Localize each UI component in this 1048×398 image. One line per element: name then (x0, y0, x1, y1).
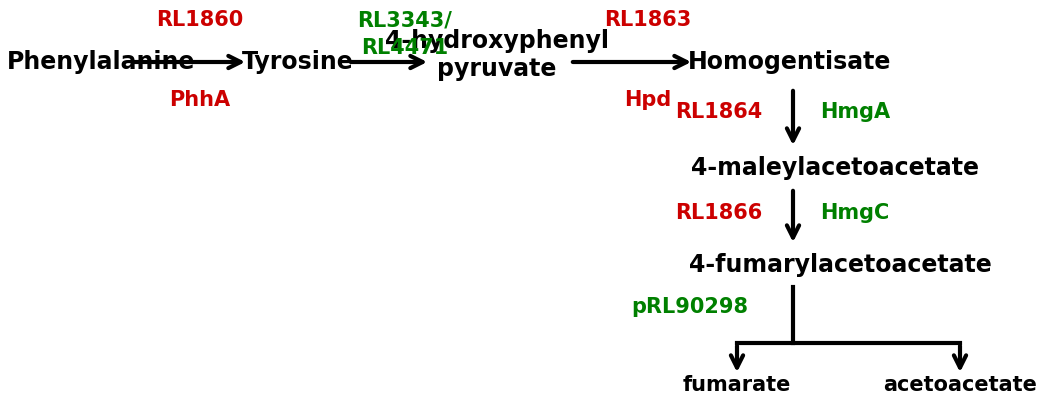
Text: Hpd: Hpd (625, 90, 672, 110)
Text: RL4471: RL4471 (362, 38, 449, 58)
Text: Tyrosine: Tyrosine (242, 50, 354, 74)
Text: 4-hydroxyphenyl
pyruvate: 4-hydroxyphenyl pyruvate (385, 29, 609, 81)
Text: RL1866: RL1866 (675, 203, 762, 223)
Text: pRL90298: pRL90298 (631, 297, 748, 317)
Text: RL1863: RL1863 (605, 10, 692, 30)
Text: PhhA: PhhA (170, 90, 231, 110)
Text: Phenylalanine: Phenylalanine (7, 50, 195, 74)
Text: RL3343/: RL3343/ (357, 10, 453, 30)
Text: 4-maleylacetoacetate: 4-maleylacetoacetate (691, 156, 979, 180)
Text: 4-fumarylacetoacetate: 4-fumarylacetoacetate (689, 253, 991, 277)
Text: HmgA: HmgA (820, 102, 890, 122)
Text: acetoacetate: acetoacetate (883, 375, 1036, 395)
Text: HmgC: HmgC (820, 203, 890, 223)
Text: RL1864: RL1864 (675, 102, 762, 122)
Text: fumarate: fumarate (683, 375, 791, 395)
Text: Homogentisate: Homogentisate (689, 50, 892, 74)
Text: RL1860: RL1860 (156, 10, 243, 30)
